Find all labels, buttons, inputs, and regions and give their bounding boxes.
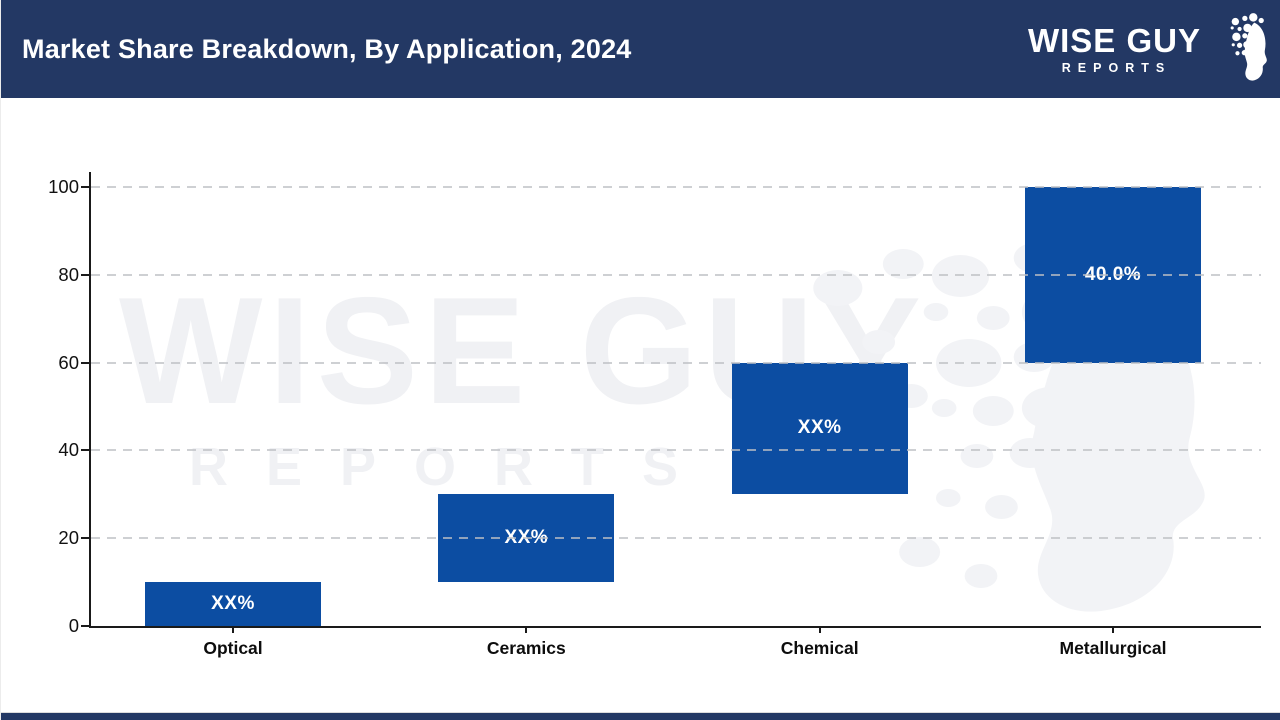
gridline-y80: [91, 273, 1261, 276]
logo-text: WISE GUY REPORTS: [1028, 24, 1201, 75]
x-tick-metallurgical: [1112, 626, 1114, 633]
plot-area: XX% XX% XX% 40.0% 0 20 40 60 80 100 Optical Ceramic…: [48, 172, 1261, 658]
gridline-y20: [91, 537, 1261, 540]
y-tick-80: [81, 273, 90, 276]
x-category-label-chemical: Chemical: [780, 638, 859, 658]
bar-value-label: XX%: [797, 417, 842, 439]
logo-name-text: WISE GUY: [1027, 21, 1201, 59]
wise-guy-reports-logo: WISE GUY REPORTS: [1028, 10, 1280, 88]
x-tick-optical: [232, 626, 234, 633]
gridline-y60: [91, 361, 1261, 364]
y-tick-100: [81, 186, 90, 188]
y-tick-label-20: 20: [58, 527, 79, 549]
gridline-y100: [91, 186, 1261, 188]
bar-chemical: XX%: [731, 362, 908, 495]
footer-band: [1, 712, 1280, 720]
y-tick-label-40: 40: [58, 439, 79, 461]
y-tick-label-80: 80: [58, 263, 79, 285]
gridline-y40: [91, 449, 1261, 452]
dotted-head-icon: [1230, 13, 1267, 81]
bar-optical: XX%: [145, 582, 321, 626]
logo-sub-text: REPORTS: [1061, 60, 1172, 75]
y-tick-0: [81, 625, 90, 627]
chart-title: Market Share Breakdown, By Application, …: [22, 33, 632, 64]
bar-value-label: XX%: [211, 593, 255, 615]
x-tick-chemical: [818, 626, 821, 633]
y-tick-60: [81, 361, 90, 364]
x-tick-ceramics: [525, 626, 528, 633]
x-category-label-metallurgical: Metallurgical: [1059, 638, 1167, 658]
y-tick-label-100: 100: [48, 176, 79, 197]
x-category-label-ceramics: Ceramics: [486, 638, 566, 658]
x-category-label-optical: Optical: [203, 638, 263, 658]
watermark-text-reports: REPORTS: [189, 437, 717, 497]
y-tick-20: [81, 537, 90, 540]
header-band: Market Share Breakdown, By Application, …: [1, 0, 1280, 98]
y-tick-label-60: 60: [58, 351, 79, 373]
y-tick-label-0: 0: [68, 615, 79, 636]
y-tick-40: [81, 449, 90, 452]
